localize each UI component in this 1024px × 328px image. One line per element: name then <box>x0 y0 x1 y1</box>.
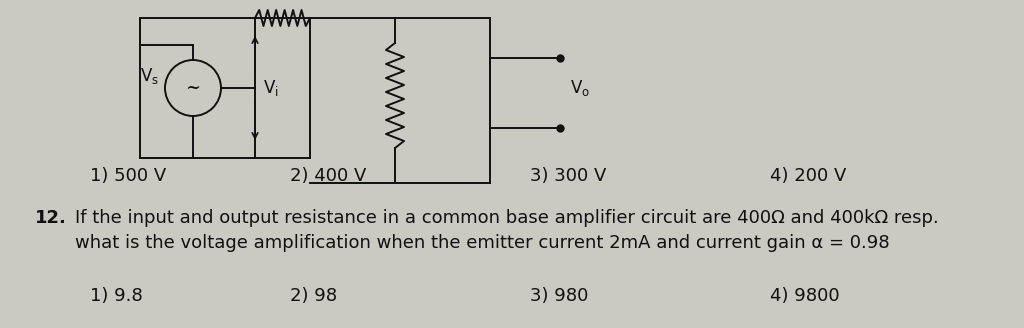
Text: 2) 98: 2) 98 <box>290 287 337 305</box>
Text: $\mathregular{V_s}$: $\mathregular{V_s}$ <box>140 66 159 86</box>
Text: ~: ~ <box>185 79 201 97</box>
Text: 1) 9.8: 1) 9.8 <box>90 287 142 305</box>
Text: what is the voltage amplification when the emitter current 2mA and current gain : what is the voltage amplification when t… <box>75 234 890 252</box>
Text: 1) 500 V: 1) 500 V <box>90 167 166 185</box>
Text: 12.: 12. <box>35 209 67 227</box>
Text: 4) 200 V: 4) 200 V <box>770 167 847 185</box>
Text: 3) 980: 3) 980 <box>530 287 589 305</box>
Text: 4) 9800: 4) 9800 <box>770 287 840 305</box>
Text: 2) 400 V: 2) 400 V <box>290 167 367 185</box>
Text: $\mathregular{V_o}$: $\mathregular{V_o}$ <box>570 78 590 98</box>
Text: If the input and output resistance in a common base amplifier circuit are 400Ω a: If the input and output resistance in a … <box>75 209 939 227</box>
Text: $\mathregular{V_i}$: $\mathregular{V_i}$ <box>263 78 279 98</box>
Text: 3) 300 V: 3) 300 V <box>530 167 606 185</box>
